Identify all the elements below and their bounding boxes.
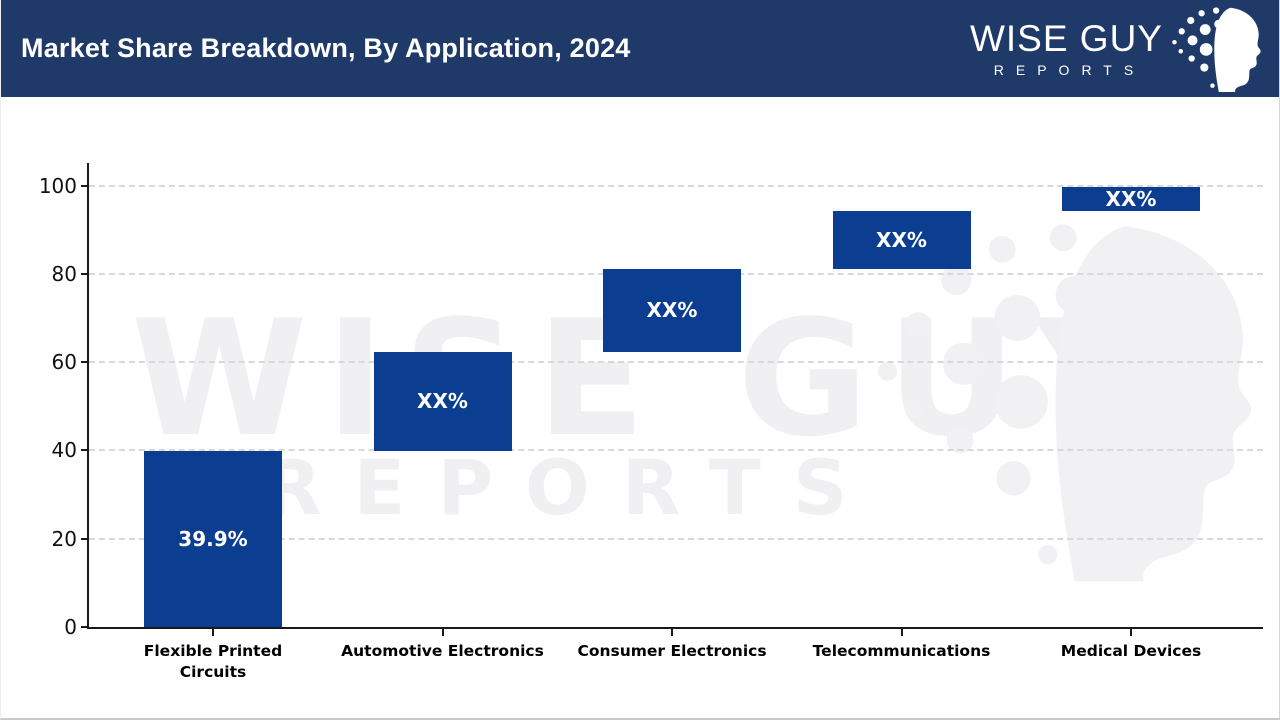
y-tick-label-60: 60 <box>51 350 77 375</box>
y-axis-line <box>87 163 89 629</box>
bar-automotive-electronics: XX% <box>373 352 512 451</box>
x-axis-label-flexible-printed-circuits: Flexible Printed Circuits <box>143 642 283 681</box>
y-tick-label-40: 40 <box>51 438 77 463</box>
gridline-40 <box>89 449 1263 452</box>
x-axis-label-telecommunications: Telecommunications <box>812 642 991 660</box>
bar-value-label: XX% <box>1105 187 1157 212</box>
y-tick-mark-100 <box>81 184 88 187</box>
bar-value-label: 39.9% <box>178 526 248 551</box>
header-bar: Market Share Breakdown, By Application, … <box>1 0 1279 97</box>
x-axis-line <box>87 627 1263 629</box>
gridline-20 <box>89 537 1263 540</box>
logo-wordmark: WISE GUY <box>969 17 1163 59</box>
x-axis-label-medical-devices: Medical Devices <box>1060 642 1202 660</box>
x-axis-label-automotive-electronics: Automotive Electronics <box>341 642 544 660</box>
watermark-head-graphic <box>878 224 1252 582</box>
y-tick-label-80: 80 <box>51 261 77 286</box>
x-axis-label-consumer-electronics: Consumer Electronics <box>577 642 767 660</box>
bar-medical-devices: XX% <box>1062 187 1200 212</box>
bar-flexible-printed-circuits: 39.9% <box>144 450 282 627</box>
watermark-subtitle: REPORTS <box>263 443 880 532</box>
y-tick-mark-80 <box>81 272 88 275</box>
y-tick-label-100: 100 <box>38 173 77 198</box>
y-tick-mark-0 <box>81 626 88 628</box>
y-tick-mark-20 <box>81 537 88 540</box>
x-tick-mark-automotive-electronics <box>441 629 444 636</box>
bar-value-label: XX% <box>646 298 698 323</box>
x-tick-mark-flexible-printed-circuits <box>212 629 214 636</box>
bar-consumer-electronics: XX% <box>603 268 741 353</box>
bar-value-label: XX% <box>417 389 468 414</box>
page-title: Market Share Breakdown, By Application, … <box>21 33 631 63</box>
y-tick-label-20: 20 <box>51 526 77 551</box>
y-tick-mark-40 <box>81 449 88 452</box>
x-tick-mark-consumer-electronics <box>671 629 673 636</box>
logo-subtitle: REPORTS <box>993 61 1146 78</box>
logo-face-icon <box>1172 6 1261 92</box>
bar-value-label: XX% <box>876 227 927 252</box>
x-tick-mark-medical-devices <box>1130 629 1132 636</box>
y-tick-label-0: 0 <box>64 615 77 639</box>
gridline-60 <box>89 361 1263 364</box>
bar-telecommunications: XX% <box>832 211 971 269</box>
y-tick-mark-60 <box>81 361 88 364</box>
x-tick-mark-telecommunications <box>900 629 903 636</box>
gridline-100 <box>89 184 1263 187</box>
wiseguy-logo: WISE GUY REPORTS <box>970 0 1267 97</box>
logo-text: WISE GUY REPORTS <box>970 20 1163 78</box>
